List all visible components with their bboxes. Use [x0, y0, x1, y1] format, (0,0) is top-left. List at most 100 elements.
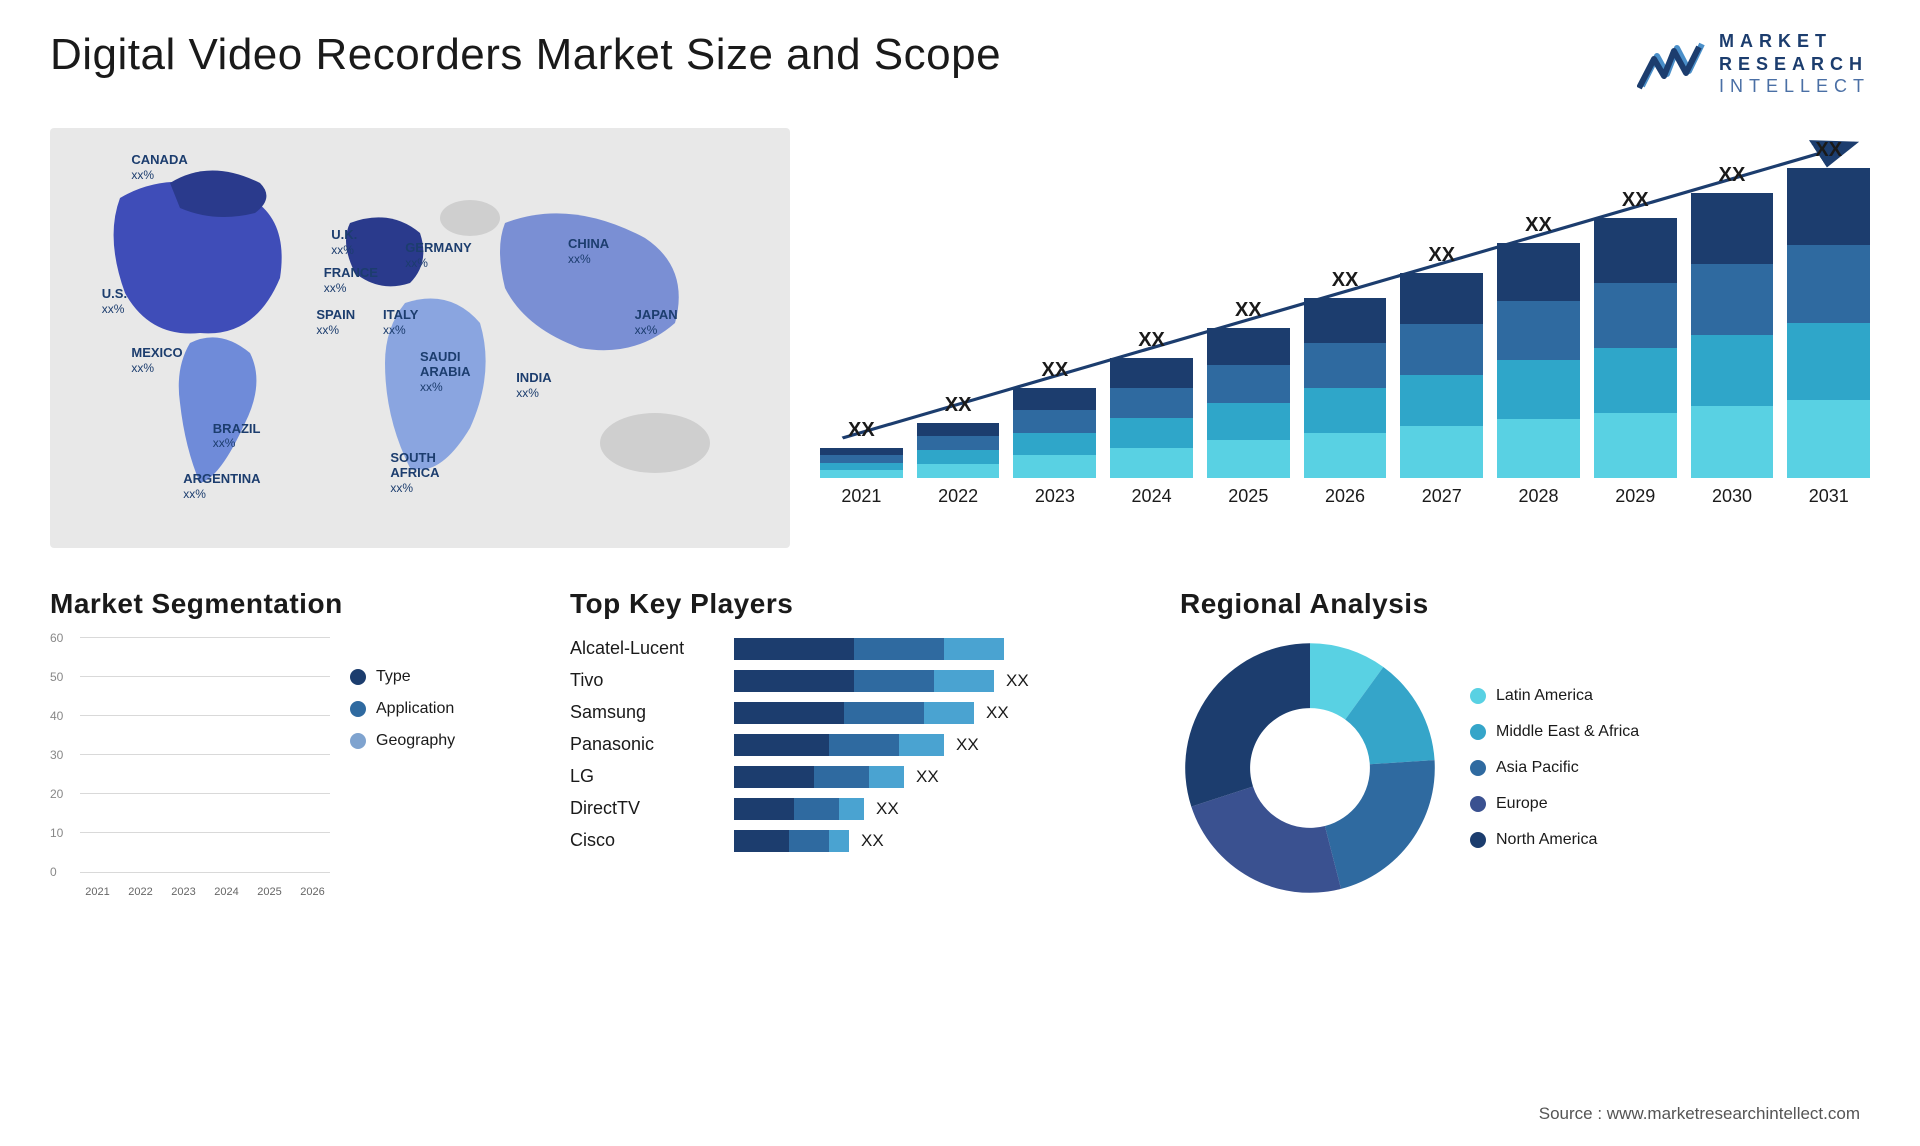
- player-name: Alcatel-Lucent: [570, 638, 720, 659]
- regional-donut: [1180, 638, 1440, 898]
- player-row: PanasonicXX: [570, 734, 1140, 756]
- legend-label: Europe: [1496, 795, 1548, 813]
- country-label: ARGENTINAxx%: [183, 472, 260, 502]
- country-label: SAUDIARABIAxx%: [420, 350, 471, 395]
- player-bar: [734, 734, 944, 756]
- country-label: SPAINxx%: [316, 308, 355, 338]
- legend-item: Latin America: [1470, 687, 1639, 705]
- legend-dot-icon: [350, 701, 366, 717]
- segmentation-legend: Type Application Geography: [350, 638, 455, 898]
- seg-year-label: 2022: [123, 886, 158, 898]
- country-label: BRAZILxx%: [213, 422, 261, 452]
- player-row: Samsung XX: [570, 702, 1140, 724]
- country-label: ITALYxx%: [383, 308, 418, 338]
- seg-year-label: 2023: [166, 886, 201, 898]
- world-map: CANADAxx%U.S.xx%MEXICOxx%BRAZILxx%ARGENT…: [50, 128, 790, 548]
- country-label: MEXICOxx%: [131, 346, 182, 376]
- legend-dot-icon: [1470, 796, 1486, 812]
- growth-year-label: 2026: [1304, 486, 1387, 507]
- growth-bar: XX: [1207, 299, 1290, 478]
- player-bar: [734, 670, 994, 692]
- legend-label: Geography: [376, 732, 455, 750]
- player-bar: [734, 638, 1004, 660]
- growth-year-label: 2023: [1013, 486, 1096, 507]
- source-label: Source : www.marketresearchintellect.com: [1539, 1104, 1860, 1124]
- player-row: LGXX: [570, 766, 1140, 788]
- seg-year-label: 2024: [209, 886, 244, 898]
- growth-bar-value: XX: [1622, 189, 1649, 212]
- player-name: Cisco: [570, 830, 720, 851]
- growth-year-label: 2025: [1207, 486, 1290, 507]
- player-bar: [734, 702, 974, 724]
- growth-bar-value: XX: [1428, 244, 1455, 267]
- donut-slice: [1325, 760, 1435, 889]
- legend-dot-icon: [1470, 832, 1486, 848]
- player-value: XX: [916, 767, 939, 787]
- legend-dot-icon: [1470, 688, 1486, 704]
- player-value: XX: [1006, 671, 1029, 691]
- growth-bar-value: XX: [945, 394, 972, 417]
- player-value: XX: [861, 831, 884, 851]
- player-bar: [734, 766, 904, 788]
- legend-label: North America: [1496, 831, 1597, 849]
- legend-item: Europe: [1470, 795, 1639, 813]
- growth-bar-value: XX: [1719, 164, 1746, 187]
- logo-icon: [1637, 36, 1707, 91]
- growth-bar-value: XX: [1138, 329, 1165, 352]
- growth-bar: XX: [917, 394, 1000, 478]
- legend-dot-icon: [1470, 760, 1486, 776]
- country-label: SOUTHAFRICAxx%: [390, 451, 439, 496]
- donut-slice: [1185, 643, 1310, 806]
- legend-label: Asia Pacific: [1496, 759, 1579, 777]
- growth-bar: XX: [1400, 244, 1483, 478]
- player-row: Cisco XX: [570, 830, 1140, 852]
- logo-line3: INTELLECT: [1719, 75, 1870, 98]
- segmentation-chart: 202120222023202420252026 0102030405060: [50, 638, 330, 898]
- country-label: CHINAxx%: [568, 237, 609, 267]
- growth-bar: XX: [1691, 164, 1774, 478]
- growth-year-label: 2027: [1400, 486, 1483, 507]
- player-name: Panasonic: [570, 734, 720, 755]
- seg-year-label: 2025: [252, 886, 287, 898]
- brand-logo: MARKET RESEARCH INTELLECT: [1637, 30, 1870, 98]
- country-label: JAPANxx%: [635, 308, 678, 338]
- growth-bar-value: XX: [848, 419, 875, 442]
- legend-label: Latin America: [1496, 687, 1593, 705]
- player-value: XX: [986, 703, 1009, 723]
- player-value: XX: [876, 799, 899, 819]
- player-name: Samsung: [570, 702, 720, 723]
- growth-chart: XXXXXXXXXXXXXXXXXXXXXX 20212022202320242…: [820, 128, 1870, 548]
- legend-item: Application: [350, 700, 455, 718]
- legend-label: Application: [376, 700, 454, 718]
- regional-title: Regional Analysis: [1180, 588, 1870, 620]
- growth-year-label: 2029: [1594, 486, 1677, 507]
- players-title: Top Key Players: [570, 588, 1140, 620]
- segmentation-panel: Market Segmentation 2021 2022 2023 2024 2025…: [50, 588, 530, 898]
- donut-slice: [1191, 786, 1341, 892]
- player-bar: [734, 798, 864, 820]
- legend-label: Type: [376, 668, 411, 686]
- player-name: DirectTV: [570, 798, 720, 819]
- segmentation-title: Market Segmentation: [50, 588, 530, 620]
- growth-bar-value: XX: [1525, 214, 1552, 237]
- logo-line1: MARKET: [1719, 30, 1870, 53]
- growth-bar-value: XX: [1041, 359, 1068, 382]
- legend-item: North America: [1470, 831, 1639, 849]
- country-label: GERMANYxx%: [405, 241, 471, 271]
- growth-bar: XX: [1497, 214, 1580, 478]
- country-label: U.K.xx%: [331, 228, 357, 258]
- legend-dot-icon: [350, 669, 366, 685]
- legend-label: Middle East & Africa: [1496, 723, 1639, 741]
- growth-year-label: 2022: [917, 486, 1000, 507]
- growth-bar: XX: [1594, 189, 1677, 478]
- legend-item: Middle East & Africa: [1470, 723, 1639, 741]
- seg-year-label: 2021: [80, 886, 115, 898]
- players-panel: Top Key Players Alcatel-LucentTivoXXSams…: [570, 588, 1140, 898]
- growth-year-label: 2024: [1110, 486, 1193, 507]
- legend-item: Geography: [350, 732, 455, 750]
- player-bar: [734, 830, 849, 852]
- legend-item: Asia Pacific: [1470, 759, 1639, 777]
- legend-item: Type: [350, 668, 455, 686]
- country-label: INDIAxx%: [516, 371, 551, 401]
- page-title: Digital Video Recorders Market Size and …: [50, 30, 1001, 80]
